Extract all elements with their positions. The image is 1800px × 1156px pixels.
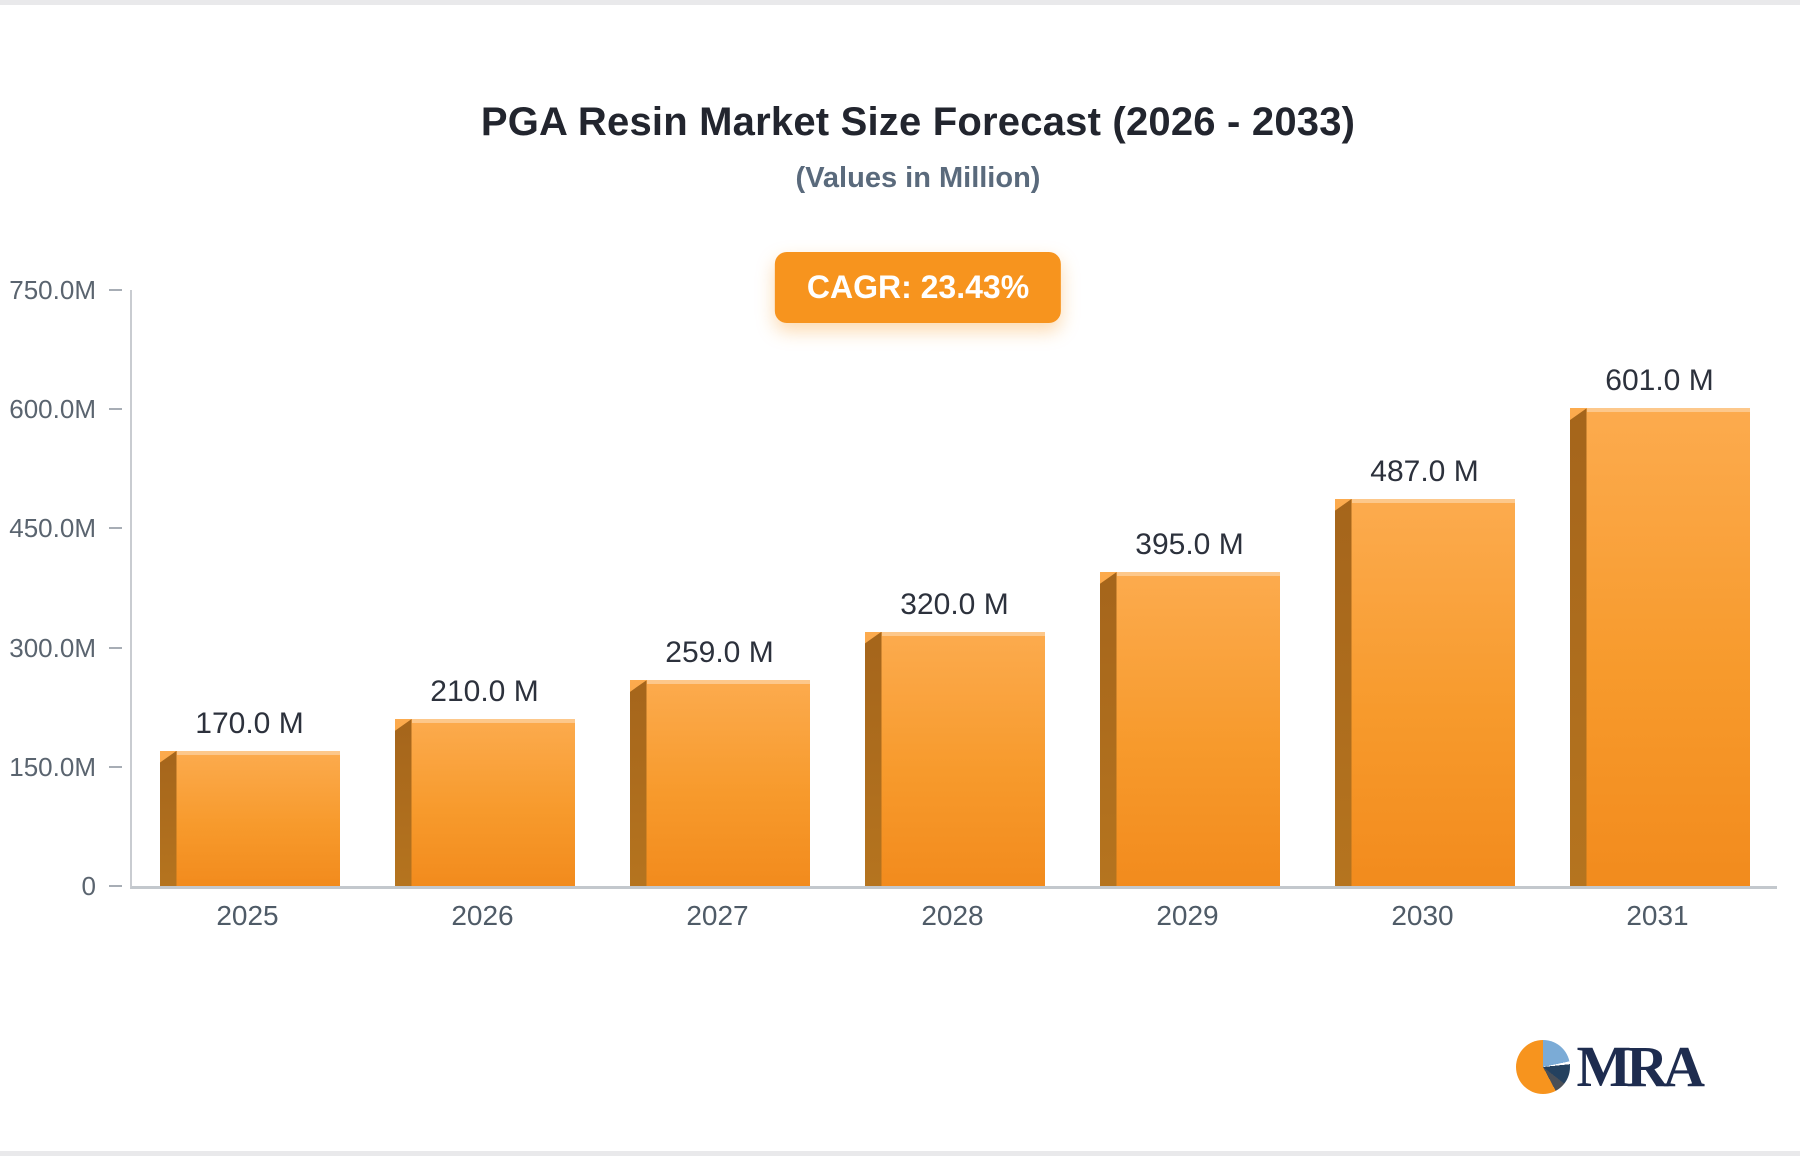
plot-area: 170.0 M 210.0 M 259.0 M 320.0 M 395.0 M 487.0… [130,290,1777,889]
chart-title: PGA Resin Market Size Forecast (2026 - 2… [480,100,1356,144]
bar[interactable] [394,719,575,886]
bar[interactable] [1334,499,1515,886]
bar[interactable] [864,631,1045,886]
bar-slot: 395.0 M [1072,528,1307,886]
bar-value-label: 259.0 M [665,636,774,670]
y-tick-label: 600.0M [9,394,96,425]
bar-slot: 487.0 M [1307,455,1542,886]
y-tick-label: 300.0M [9,632,96,663]
y-axis: 750.0M 600.0M 450.0M 300.0M 150.0M 0 [0,275,128,901]
bar-slot: 259.0 M [602,636,837,886]
cagr-badge: CAGR: 23.43% [774,252,1062,323]
logo-text: MRA [1576,1034,1704,1099]
bar-value-label: 210.0 M [430,675,539,709]
logo: MRA [1516,1034,1705,1099]
y-tick-dash [109,527,122,530]
page-edge-bottom [0,1151,1800,1156]
x-tick-label: 2029 [1156,900,1219,931]
bars-row: 170.0 M 210.0 M 259.0 M 320.0 M 395.0 M 487.0… [132,290,1777,886]
y-tick-dash [109,289,122,291]
bar-slot: 320.0 M [837,588,1072,886]
bar[interactable] [1569,408,1750,886]
bar[interactable] [1099,572,1280,886]
x-tick-label: 2026 [451,900,514,931]
y-tick-dash [109,646,122,649]
x-tick-label: 2030 [1391,900,1454,931]
bar-slot: 170.0 M [132,707,367,886]
bar[interactable] [629,680,810,886]
y-tick-label: 750.0M [9,275,96,305]
y-tick-dash [109,408,122,411]
page-edge-top [0,0,1800,5]
y-tick-label: 450.0M [9,513,96,544]
y-tick-dash [109,885,122,887]
x-axis: 2025 2026 2027 2028 2029 2030 2031 [130,900,1775,932]
bar[interactable] [159,750,340,886]
bar-value-label: 320.0 M [900,587,1009,621]
y-tick-dash [109,765,122,768]
chart-subtitle: (Values in Million) [795,162,1041,194]
bar-slot: 210.0 M [367,675,602,886]
x-tick-label: 2028 [921,900,984,931]
y-tick-label: 150.0M [9,751,96,782]
x-tick-label: 2031 [1626,900,1689,931]
bar-value-label: 601.0 M [1605,364,1714,398]
x-tick-label: 2027 [686,900,749,931]
bar-value-label: 487.0 M [1370,455,1479,488]
y-tick-label: 0 [81,871,96,901]
x-tick-label: 2025 [216,900,279,931]
bar-value-label: 170.0 M [195,706,304,740]
logo-pie-icon [1516,1040,1571,1094]
bar-value-label: 395.0 M [1135,528,1244,562]
bar-slot: 601.0 M [1542,364,1777,886]
